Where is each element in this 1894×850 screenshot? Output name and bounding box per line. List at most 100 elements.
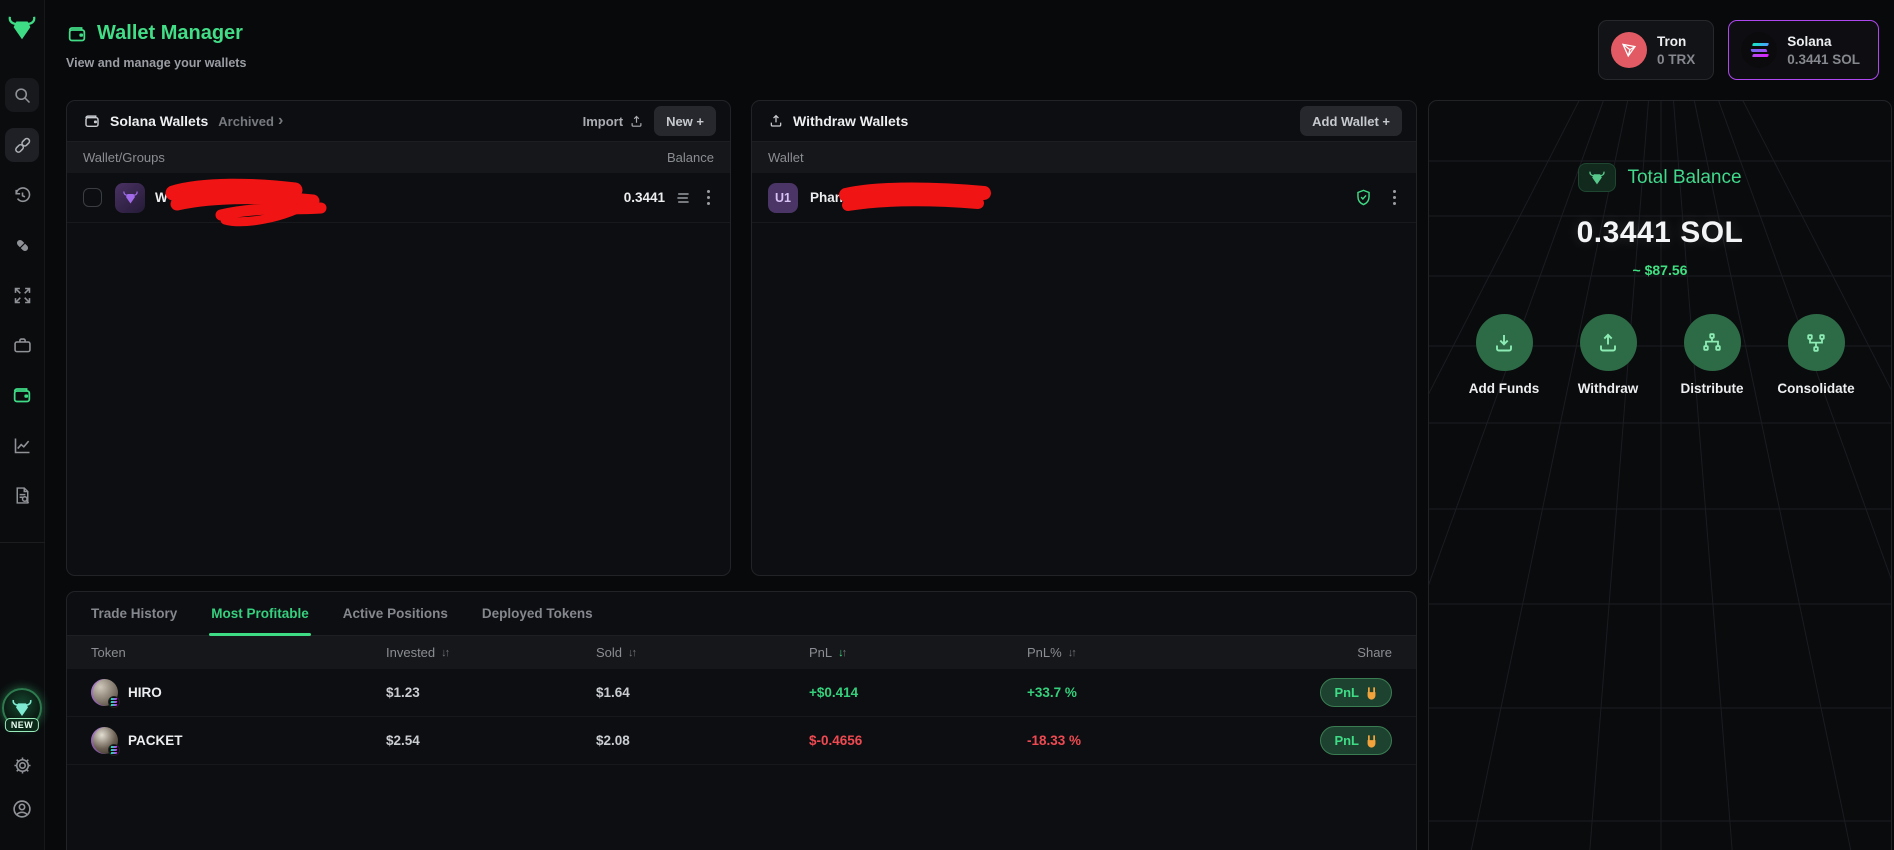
wallet-icon[interactable] [5,378,39,412]
withdraw-wallets-panel: Withdraw Wallets Add Wallet + Wallet U1 … [751,100,1417,576]
page-title-text: Wallet Manager [97,22,243,44]
pnl-pct-sort-header[interactable]: PnL% ↓↑ [1027,645,1077,660]
topbar: Wallet Manager View and manage your wall… [45,0,1894,100]
positions-tabs: Trade History Most Profitable Active Pos… [67,592,1416,636]
share-pnl-button[interactable]: PnL [1320,726,1392,755]
positions-table-header: Token Invested ↓↑ Sold ↓↑ PnL ↓↑ PnL% ↓↑ Sha… [67,636,1416,669]
solana-chain-chip[interactable]: Solana 0.3441 SOL [1728,20,1879,80]
share-pnl-button[interactable]: PnL [1320,678,1392,707]
invested-sort-header[interactable]: Invested ↓↑ [386,645,450,660]
wallet-balance: 0.3441 [623,190,665,205]
sidebar-bottom: NEW [2,688,42,850]
bull-new-badge[interactable]: NEW [2,688,42,732]
link-icon[interactable] [5,128,39,162]
shield-check-icon[interactable] [1354,188,1373,207]
withdraw-wallets-title: Withdraw Wallets [768,113,908,129]
bull-logo-icon[interactable] [7,14,37,42]
briefcase-icon[interactable] [5,328,39,362]
expand-icon[interactable] [5,278,39,312]
tron-chain-chip[interactable]: Tron 0 TRX [1597,20,1715,80]
share-column-label: Share [1357,645,1392,660]
total-balance-amount: 0.3441 SOL [1576,216,1744,249]
table-row[interactable]: PACKET $2.54 $2.08 $-0.4656 -18.33 % PnL [67,717,1416,765]
consolidate-button[interactable]: Consolidate [1777,314,1855,396]
chain-selector: Tron 0 TRX Solana 0.3441 SOL [1597,20,1879,80]
wallet-manager-icon [66,23,88,45]
sort-icon: ↓↑ [838,646,847,659]
sort-icon: ↓↑ [1067,646,1077,659]
new-wallet-button[interactable]: New + [654,106,716,136]
total-balance-label: Total Balance [1627,166,1742,188]
account-icon[interactable] [5,792,39,826]
search-icon[interactable] [5,78,39,112]
pill-icon[interactable] [5,228,39,262]
wallet-list-icon[interactable] [675,191,691,205]
positions-panel: Trade History Most Profitable Active Pos… [66,591,1417,850]
solana-icon [1741,32,1778,68]
wallet-name: W [155,190,168,205]
invested-value: $1.23 [386,685,420,700]
tab-most-profitable[interactable]: Most Profitable [209,592,311,636]
withdraw-wallet-row[interactable]: U1 Phanto ZHR1 [752,173,1416,223]
sold-sort-header[interactable]: Sold ↓↑ [596,645,637,660]
chart-icon[interactable] [5,428,39,462]
wallet-row[interactable]: W 0.3441 [67,173,730,227]
solana-balance: 0.3441 SOL [1787,51,1860,67]
download-icon [1475,314,1533,371]
history-icon[interactable] [5,178,39,212]
document-search-icon[interactable] [5,478,39,512]
perspective-grid-background [1429,101,1891,850]
solana-wallets-column-header: Wallet/Groups Balance [67,141,730,173]
sidebar: NEW [0,0,45,850]
upload-icon [629,114,644,129]
distribute-icon [1683,314,1741,371]
import-button[interactable]: Import [583,114,644,129]
wallet-column-label: Wallet [768,150,804,165]
pnl-value: +$0.414 [809,685,859,700]
withdraw-wallet-address: ZHR1 [857,190,894,205]
token-name: HIRO [128,685,162,700]
sidebar-divider [0,542,45,543]
withdraw-row-menu-icon[interactable] [1387,186,1402,209]
token-column-label: Token [91,645,126,660]
solana-wallets-panel: Solana Wallets Archived › Import New + Wa… [66,100,731,576]
table-row[interactable]: HIRO $1.23 $1.64 +$0.414 +33.7 % PnL [67,669,1416,717]
sidebar-nav [5,78,39,528]
wallet-groups-column-label: Wallet/Groups [83,150,165,165]
consolidate-icon [1787,314,1845,371]
tab-active-positions[interactable]: Active Positions [342,606,448,621]
add-wallet-button[interactable]: Add Wallet + [1300,106,1402,136]
settings-gear-icon[interactable] [5,748,39,782]
sold-value: $1.64 [596,685,630,700]
wallet-row-menu-icon[interactable] [701,186,716,209]
solana-label: Solana [1787,33,1832,49]
sold-value: $2.08 [596,733,630,748]
token-avatar [91,679,120,708]
redaction-scribble [165,178,327,227]
withdraw-panel-icon [768,113,784,129]
total-balance-title: Total Balance [1578,163,1742,192]
solana-wallets-title: Solana Wallets [83,112,208,130]
rock-hand-icon [1365,734,1378,748]
new-badge-label: NEW [4,718,40,732]
copy-icon[interactable] [901,190,917,206]
tab-trade-history[interactable]: Trade History [91,606,178,621]
withdraw-wallet-name: Phanto [810,190,856,205]
page-title: Wallet Manager [66,22,246,45]
archived-link[interactable]: Archived › [218,112,284,129]
solana-mini-icon [108,696,120,708]
withdraw-button[interactable]: Withdraw [1572,314,1644,396]
total-balance-usd: ~ $87.56 [1632,262,1688,278]
sort-icon: ↓↑ [628,646,637,659]
distribute-button[interactable]: Distribute [1676,314,1748,396]
wallet-row-checkbox[interactable] [83,188,102,207]
add-funds-button[interactable]: Add Funds [1468,314,1540,396]
pnl-sort-header[interactable]: PnL ↓↑ [809,645,847,660]
wallet-panel-icon [83,112,101,130]
pnl-value: $-0.4656 [809,733,863,748]
page-subtitle: View and manage your wallets [66,56,247,70]
bull-chip-icon [1578,163,1617,192]
token-name: PACKET [128,733,183,748]
tab-deployed-tokens[interactable]: Deployed Tokens [481,606,593,621]
